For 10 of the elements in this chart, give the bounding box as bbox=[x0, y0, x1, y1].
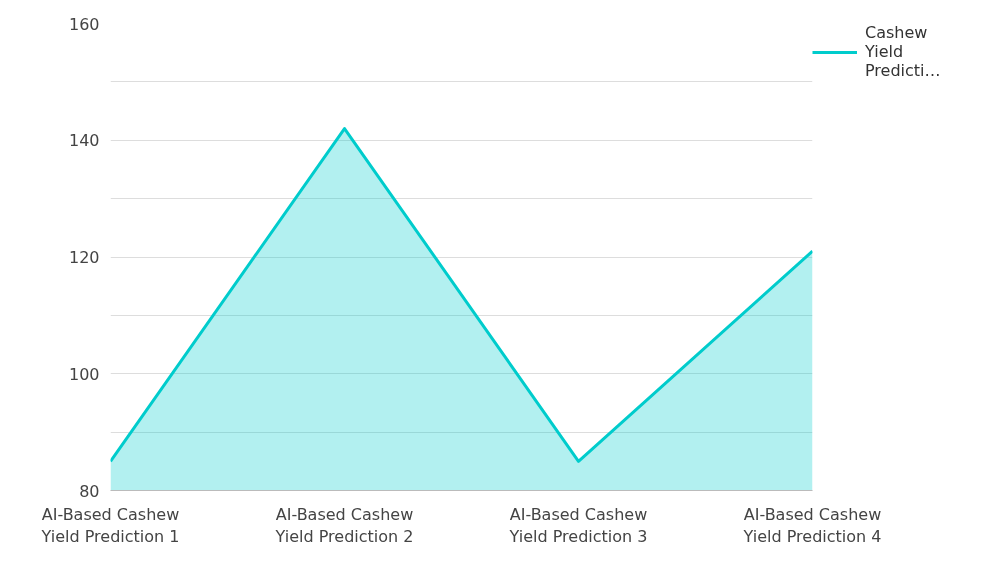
y-tick-label: 160 bbox=[68, 14, 100, 34]
legend-label: Cashew Yield Predicti… bbox=[865, 23, 941, 80]
y-tick-label: 140 bbox=[68, 131, 100, 151]
y-tick-label: 100 bbox=[68, 364, 100, 384]
y-tick-label: 80 bbox=[79, 481, 100, 501]
x-tick-label: AI-Based Cashew Yield Prediction 4 bbox=[742, 504, 882, 547]
y-tick-label: 120 bbox=[68, 248, 100, 267]
x-tick-label: AI-Based Cashew Yield Prediction 3 bbox=[508, 504, 648, 547]
x-tick-label: AI-Based Cashew Yield Prediction 2 bbox=[274, 504, 414, 547]
x-tick-label: AI-Based Cashew Yield Prediction 1 bbox=[40, 504, 180, 547]
